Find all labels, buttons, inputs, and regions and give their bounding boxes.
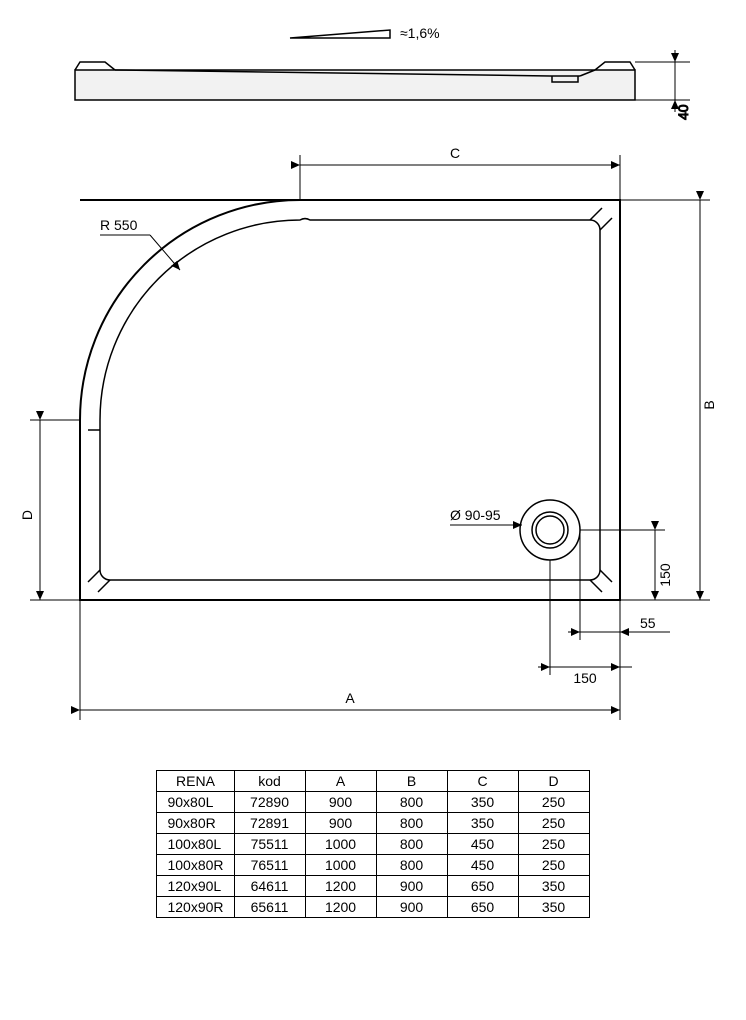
table-cell: 100x80L (157, 834, 234, 855)
dim-b: B (620, 200, 717, 600)
table-cell: 1000 (305, 834, 376, 855)
table-cell: 800 (376, 813, 447, 834)
table-row: 120x90L646111200900650350 (157, 876, 589, 897)
table-cell: 250 (518, 813, 589, 834)
spec-table: RENA kod A B C D 90x80L72890900800350250… (156, 770, 589, 918)
table-cell: 650 (447, 897, 518, 918)
height-40-label: 40 (675, 104, 691, 120)
dim-55-label: 55 (640, 615, 656, 631)
table-cell: 90x80L (157, 792, 234, 813)
table-row: 100x80L755111000800450250 (157, 834, 589, 855)
table-cell: 650 (447, 876, 518, 897)
table-cell: 120x90L (157, 876, 234, 897)
drain-label: Ø 90-95 (450, 507, 501, 523)
radius-label: R 550 (100, 217, 138, 233)
dim-150v-label: 150 (657, 563, 673, 587)
th-c: C (447, 771, 518, 792)
table-cell: 120x90R (157, 897, 234, 918)
tray-profile (75, 62, 635, 100)
plan-view: Ø 90-95 R 550 C B D A 150 (20, 130, 726, 750)
table-cell: 350 (518, 897, 589, 918)
table-header-row: RENA kod A B C D (157, 771, 589, 792)
table-row: 90x80L72890900800350250 (157, 792, 589, 813)
dim-c: C (300, 145, 620, 200)
table-cell: 900 (305, 813, 376, 834)
table-cell: 350 (518, 876, 589, 897)
height-dim: 40 (635, 50, 691, 120)
table-cell: 450 (447, 834, 518, 855)
dim-c-label: C (450, 145, 460, 161)
table-cell: 250 (518, 855, 589, 876)
slope-icon: ≈1,6% (290, 25, 440, 41)
table-cell: 1000 (305, 855, 376, 876)
dim-a-label: A (345, 690, 355, 706)
table-cell: 72891 (234, 813, 305, 834)
table-row: 100x80R765111000800450250 (157, 855, 589, 876)
dim-b-label: B (701, 400, 717, 409)
th-b: B (376, 771, 447, 792)
slope-label: ≈1,6% (400, 25, 440, 41)
table-cell: 1200 (305, 876, 376, 897)
table-cell: 250 (518, 792, 589, 813)
side-profile-view: ≈1,6% 40 (20, 20, 726, 130)
table-cell: 900 (376, 876, 447, 897)
drain (520, 500, 580, 560)
th-rena: RENA (157, 771, 234, 792)
dim-150h-label: 150 (573, 670, 597, 686)
table-cell: 90x80R (157, 813, 234, 834)
table-cell: 900 (305, 792, 376, 813)
th-a: A (305, 771, 376, 792)
table-row: 90x80R72891900800350250 (157, 813, 589, 834)
table-cell: 65611 (234, 897, 305, 918)
table-row: 120x90R656111200900650350 (157, 897, 589, 918)
dim-d: D (20, 420, 80, 600)
table-cell: 800 (376, 855, 447, 876)
th-kod: kod (234, 771, 305, 792)
table-cell: 800 (376, 834, 447, 855)
dim-a: A (80, 600, 620, 720)
th-d: D (518, 771, 589, 792)
table-cell: 100x80R (157, 855, 234, 876)
table-cell: 900 (376, 897, 447, 918)
table-cell: 72890 (234, 792, 305, 813)
table-cell: 75511 (234, 834, 305, 855)
table-cell: 350 (447, 813, 518, 834)
table-cell: 250 (518, 834, 589, 855)
table-cell: 450 (447, 855, 518, 876)
dim-d-label: D (20, 510, 35, 520)
table-cell: 800 (376, 792, 447, 813)
table-cell: 350 (447, 792, 518, 813)
table-cell: 1200 (305, 897, 376, 918)
table-cell: 64611 (234, 876, 305, 897)
table-cell: 76511 (234, 855, 305, 876)
